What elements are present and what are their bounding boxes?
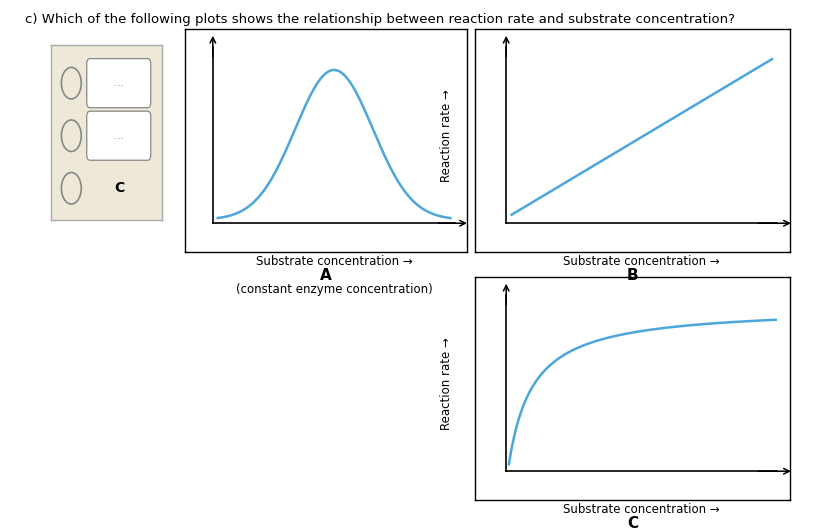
Text: A: A [319,268,332,283]
FancyBboxPatch shape [87,58,151,108]
Text: (constant enzyme concentration): (constant enzyme concentration) [543,283,740,296]
Text: Substrate concentration →: Substrate concentration → [256,255,413,268]
Text: C: C [114,181,125,195]
Text: B: B [627,268,638,283]
Text: C: C [627,516,638,531]
Text: Substrate concentration →: Substrate concentration → [564,255,721,268]
Text: Reaction rate →: Reaction rate → [440,337,453,430]
FancyBboxPatch shape [87,111,151,160]
Text: Substrate concentration →: Substrate concentration → [564,503,721,516]
Text: …: … [114,131,123,141]
Text: …: … [114,78,123,88]
Text: Reaction rate →: Reaction rate → [153,89,166,182]
Text: c) Which of the following plots shows the relationship between reaction rate and: c) Which of the following plots shows th… [25,13,734,26]
Text: (constant enzyme concentration): (constant enzyme concentration) [235,283,432,296]
Text: Reaction rate →: Reaction rate → [440,89,453,182]
